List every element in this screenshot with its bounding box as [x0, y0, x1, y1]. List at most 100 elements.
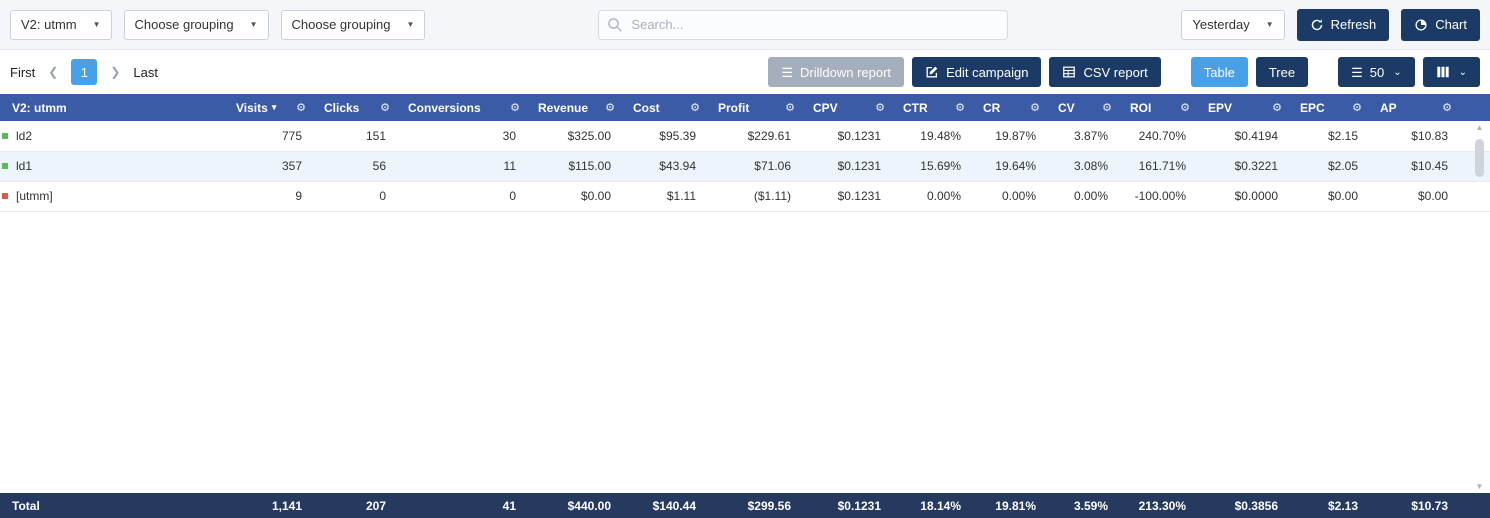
total-epv: $0.3856: [1200, 493, 1292, 518]
total-row: Total 1,141 207 41 $440.00 $140.44 $299.…: [0, 493, 1490, 518]
refresh-button[interactable]: Refresh: [1296, 8, 1390, 41]
column-header-epc[interactable]: EPC ⚙: [1292, 94, 1372, 121]
column-header-visits[interactable]: Visits ▾ ⚙: [228, 94, 316, 121]
cell-name[interactable]: [utmm]: [0, 181, 228, 212]
table-row[interactable]: ld2 775 151 30 $325.00 $95.39 $229.61 $0…: [0, 121, 1490, 152]
column-settings-icon[interactable]: ⚙: [296, 102, 306, 114]
cell-visits: 9: [228, 181, 316, 212]
total-revenue: $440.00: [530, 493, 625, 518]
status-indicator: [2, 132, 8, 139]
column-settings-icon[interactable]: ⚙: [1102, 102, 1112, 114]
columns-icon: [1436, 66, 1449, 78]
cell-cr: 0.00%: [975, 181, 1050, 212]
cell-name[interactable]: ld1: [0, 151, 228, 182]
column-label: EPC: [1300, 100, 1325, 115]
column-label: Clicks: [324, 100, 360, 115]
chart-button[interactable]: Chart: [1401, 8, 1480, 41]
grouping-select-1[interactable]: Choose grouping ▼: [123, 9, 269, 40]
report-table-body: ld2 775 151 30 $325.00 $95.39 $229.61 $0…: [0, 121, 1490, 212]
total-epc: $2.13: [1292, 493, 1372, 518]
cell-ctr: 15.69%: [895, 151, 975, 182]
vertical-scrollbar[interactable]: ▲ ▼: [1473, 123, 1486, 491]
csv-report-button[interactable]: CSV report: [1049, 57, 1161, 87]
rows-per-page-button[interactable]: ☰ 50 ⌄: [1338, 57, 1415, 87]
pagination: First ❮ 1 ❯ Last: [10, 59, 158, 85]
column-header-cr[interactable]: CR ⚙: [975, 94, 1050, 121]
cell-revenue: $325.00: [530, 121, 625, 152]
chevron-right-icon[interactable]: ❯: [110, 65, 121, 79]
column-settings-icon[interactable]: ⚙: [1272, 102, 1282, 114]
tree-view-button[interactable]: Tree: [1255, 57, 1309, 87]
caret-icon: ⌄: [1458, 66, 1467, 78]
total-roi: 213.30%: [1122, 493, 1200, 518]
cell-ap: $10.45: [1372, 151, 1462, 182]
cell-revenue: $0.00: [530, 181, 625, 212]
column-header-ap[interactable]: AP ⚙: [1372, 94, 1462, 121]
cell-roi: 240.70%: [1122, 121, 1200, 152]
column-settings-icon[interactable]: ⚙: [690, 102, 700, 114]
table-row[interactable]: [utmm] 9 0 0 $0.00 $1.11 ($1.11) $0.1231…: [0, 181, 1490, 212]
column-header-cv[interactable]: CV ⚙: [1050, 94, 1122, 121]
column-header-epv[interactable]: EPV ⚙: [1200, 94, 1292, 121]
column-header-ctr[interactable]: CTR ⚙: [895, 94, 975, 121]
column-settings-icon[interactable]: ⚙: [605, 102, 615, 114]
pagination-first[interactable]: First: [10, 64, 36, 80]
drilldown-report-button[interactable]: ☰ Drilldown report: [768, 57, 905, 87]
total-conversions: 41: [400, 493, 530, 518]
cell-visits: 357: [228, 151, 316, 182]
column-settings-icon[interactable]: ⚙: [510, 102, 520, 114]
cell-profit: $71.06: [710, 151, 805, 182]
report-actions: ☰ Drilldown report Edit campaign CSV rep…: [768, 57, 1480, 87]
column-header-roi[interactable]: ROI ⚙: [1122, 94, 1200, 121]
column-settings-icon[interactable]: ⚙: [785, 102, 795, 114]
column-label: Visits: [236, 100, 268, 115]
scrollbar-thumb[interactable]: [1475, 139, 1484, 177]
row-name: [utmm]: [16, 189, 53, 203]
scroll-up-icon[interactable]: ▲: [1475, 123, 1484, 132]
table-row[interactable]: ld1 357 56 11 $115.00 $43.94 $71.06 $0.1…: [0, 151, 1490, 182]
column-header-revenue[interactable]: Revenue ⚙: [530, 94, 625, 121]
report-table-total: Total 1,141 207 41 $440.00 $140.44 $299.…: [0, 493, 1490, 518]
caret-down-icon: ▼: [1265, 20, 1274, 29]
column-label: CTR: [903, 100, 928, 115]
campaign-select[interactable]: V2: utmm ▼: [10, 9, 112, 40]
column-header-clicks[interactable]: Clicks ⚙: [316, 94, 400, 121]
column-settings-icon[interactable]: ⚙: [1030, 102, 1040, 114]
edit-campaign-button[interactable]: Edit campaign: [912, 57, 1042, 87]
chevron-left-icon[interactable]: ❮: [48, 65, 59, 79]
cell-ctr: 19.48%: [895, 121, 975, 152]
total-label: Total: [0, 493, 228, 518]
scroll-down-icon[interactable]: ▼: [1475, 482, 1484, 491]
column-header-cost[interactable]: Cost ⚙: [625, 94, 710, 121]
cell-clicks: 56: [316, 151, 400, 182]
columns-button[interactable]: ⌄: [1422, 57, 1480, 87]
column-settings-icon[interactable]: ⚙: [1442, 102, 1452, 114]
column-settings-icon[interactable]: ⚙: [875, 102, 885, 114]
column-label: Revenue: [538, 100, 589, 115]
cell-name[interactable]: ld2: [0, 121, 228, 152]
total-visits: 1,141: [228, 493, 316, 518]
column-settings-icon[interactable]: ⚙: [380, 102, 390, 114]
date-range-select[interactable]: Yesterday ▼: [1181, 9, 1285, 40]
pagination-last[interactable]: Last: [133, 64, 158, 80]
column-header-conversions[interactable]: Conversions ⚙: [400, 94, 530, 121]
grouping-select-2[interactable]: Choose grouping ▼: [280, 9, 426, 40]
column-settings-icon[interactable]: ⚙: [1352, 102, 1362, 114]
cell-epv: $0.0000: [1200, 181, 1292, 212]
column-settings-icon[interactable]: ⚙: [1180, 102, 1190, 114]
search-box: [598, 9, 1009, 40]
column-header-cpv[interactable]: CPV ⚙: [805, 94, 895, 121]
header-filler: [1462, 94, 1490, 121]
pagination-page-1[interactable]: 1: [71, 59, 98, 85]
grouping-select-2-value: Choose grouping: [291, 17, 391, 32]
total-clicks: 207: [316, 493, 400, 518]
cell-profit: $229.61: [710, 121, 805, 152]
status-indicator: [2, 163, 8, 169]
cell-revenue: $115.00: [530, 151, 625, 182]
cell-roi: 161.71%: [1122, 151, 1200, 182]
column-settings-icon[interactable]: ⚙: [955, 102, 965, 114]
column-header-profit[interactable]: Profit ⚙: [710, 94, 805, 121]
table-view-button[interactable]: Table: [1190, 57, 1248, 87]
cell-cost: $95.39: [625, 121, 710, 152]
search-input[interactable]: [598, 9, 1009, 40]
